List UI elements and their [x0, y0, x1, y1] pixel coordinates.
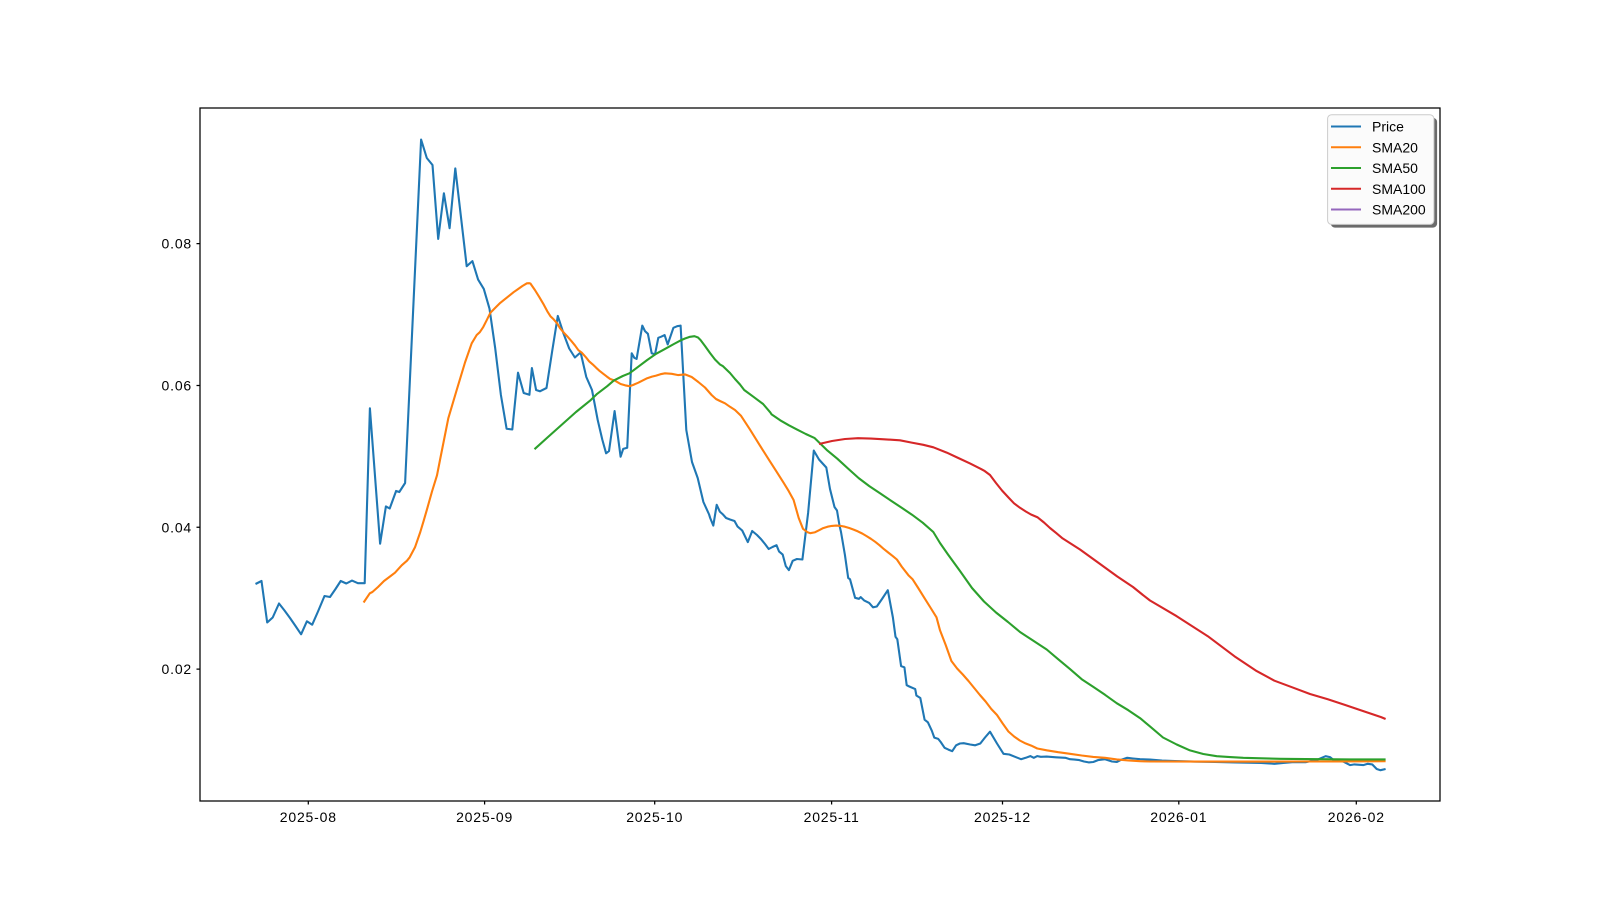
svg-text:0.08: 0.08 [162, 236, 192, 252]
svg-text:2025-12: 2025-12 [974, 809, 1031, 825]
svg-text:2026-02: 2026-02 [1328, 809, 1385, 825]
svg-text:2025-11: 2025-11 [804, 809, 860, 825]
svg-text:0.04: 0.04 [162, 519, 192, 535]
svg-text:2025-10: 2025-10 [626, 809, 683, 825]
svg-text:2025-09: 2025-09 [456, 809, 513, 825]
svg-text:0.02: 0.02 [162, 661, 192, 677]
svg-text:0.06: 0.06 [162, 378, 192, 394]
svg-text:SMA20: SMA20 [1372, 139, 1418, 155]
svg-text:SMA50: SMA50 [1372, 160, 1418, 176]
svg-text:Price: Price [1372, 119, 1404, 135]
svg-text:2026-01: 2026-01 [1150, 809, 1207, 825]
svg-text:2025-08: 2025-08 [280, 809, 337, 825]
svg-text:SMA200: SMA200 [1372, 202, 1426, 218]
svg-text:SMA100: SMA100 [1372, 181, 1426, 197]
